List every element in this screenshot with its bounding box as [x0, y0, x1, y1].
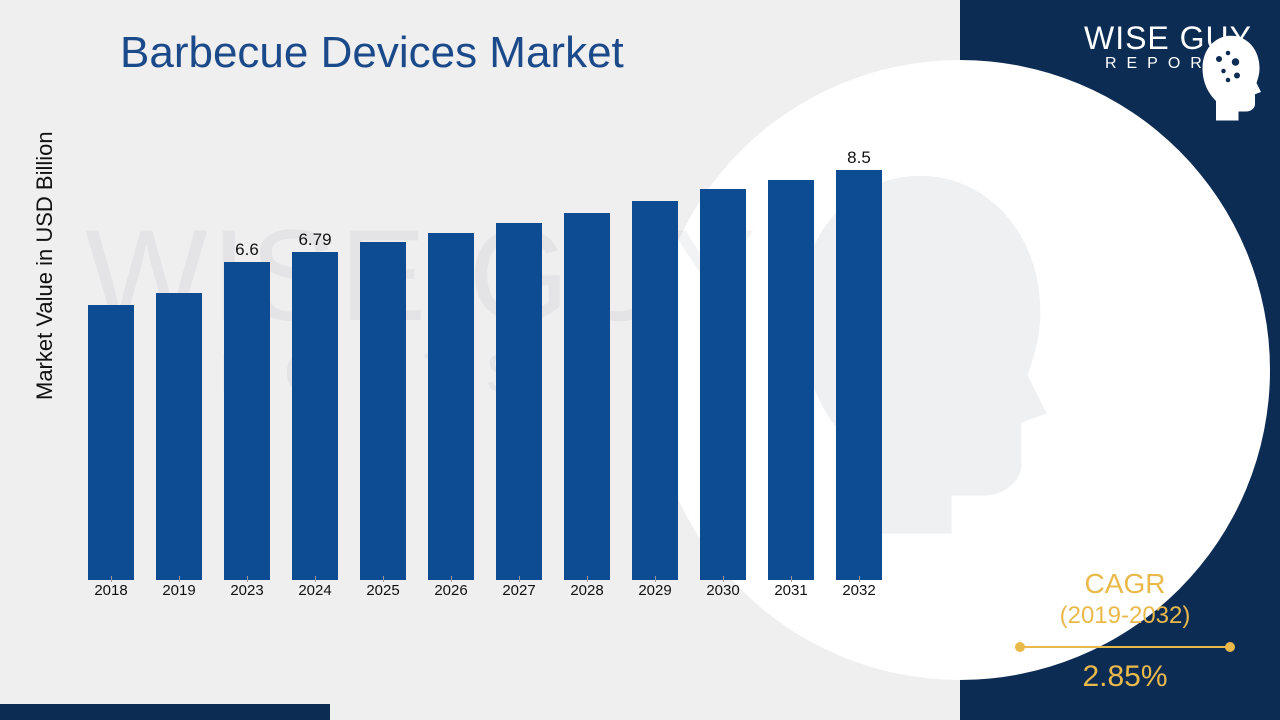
- x-tick: 2018: [88, 582, 134, 599]
- bar: 6.79: [292, 230, 338, 580]
- bar: [564, 191, 610, 580]
- bar-chart: 6.66.798.5 20182019202320242025202620272…: [84, 170, 904, 600]
- bar: [768, 158, 814, 580]
- logo-head-icon: [1186, 32, 1276, 122]
- x-tick: 2019: [156, 582, 202, 599]
- bar-rect: [836, 170, 882, 580]
- x-tick: 2026: [428, 582, 474, 599]
- cagr-box: CAGR (2019-2032) 2.85%: [1000, 568, 1250, 694]
- page-title: Barbecue Devices Market: [120, 28, 624, 78]
- bar: [496, 201, 542, 580]
- cagr-label: CAGR: [1000, 568, 1250, 600]
- x-tick: 2031: [768, 582, 814, 599]
- bar: [88, 283, 134, 580]
- x-tick: 2032: [836, 582, 882, 599]
- bar: 8.5: [836, 148, 882, 580]
- bar-rect: [88, 305, 134, 580]
- x-tick: 2027: [496, 582, 542, 599]
- bar-value-label: 6.79: [298, 230, 331, 248]
- x-tick: 2029: [632, 582, 678, 599]
- bar-rect: [700, 189, 746, 580]
- x-tick: 2023: [224, 582, 270, 599]
- x-tick: 2025: [360, 582, 406, 599]
- x-tick: 2030: [700, 582, 746, 599]
- bar-rect: [428, 233, 474, 580]
- bar: [428, 211, 474, 580]
- y-axis-label: Market Value in USD Billion: [32, 131, 58, 400]
- x-tick: 2024: [292, 582, 338, 599]
- bar-value-label: 6.6: [235, 240, 259, 258]
- bar-rect: [292, 252, 338, 580]
- cagr-divider: [1020, 646, 1230, 648]
- bottom-accent-bar: [0, 704, 330, 720]
- bar: [700, 167, 746, 580]
- bar-value-label: 8.5: [847, 148, 871, 166]
- bar-rect: [360, 242, 406, 580]
- bar-rect: [768, 180, 814, 580]
- bar: [632, 179, 678, 580]
- bar-rect: [564, 213, 610, 580]
- bar: [360, 220, 406, 580]
- bar-rect: [156, 293, 202, 580]
- bar-rect: [224, 262, 270, 580]
- brand-logo: WISE GUY REPORTS: [1084, 20, 1252, 73]
- bar-rect: [632, 201, 678, 580]
- infographic-canvas: WISE GUY REPORTS Barbecue Devices Market…: [0, 0, 1280, 720]
- bars-container: 6.66.798.5: [84, 170, 908, 581]
- cagr-range: (2019-2032): [1000, 602, 1250, 630]
- bar: [156, 271, 202, 580]
- x-tick: 2028: [564, 582, 610, 599]
- bar: 6.6: [224, 240, 270, 580]
- bar-rect: [496, 223, 542, 580]
- x-axis: 2018 2019 2023 2024 2025 2026 2027 2028 2029 2030…: [84, 582, 908, 599]
- cagr-value: 2.85%: [1000, 660, 1250, 694]
